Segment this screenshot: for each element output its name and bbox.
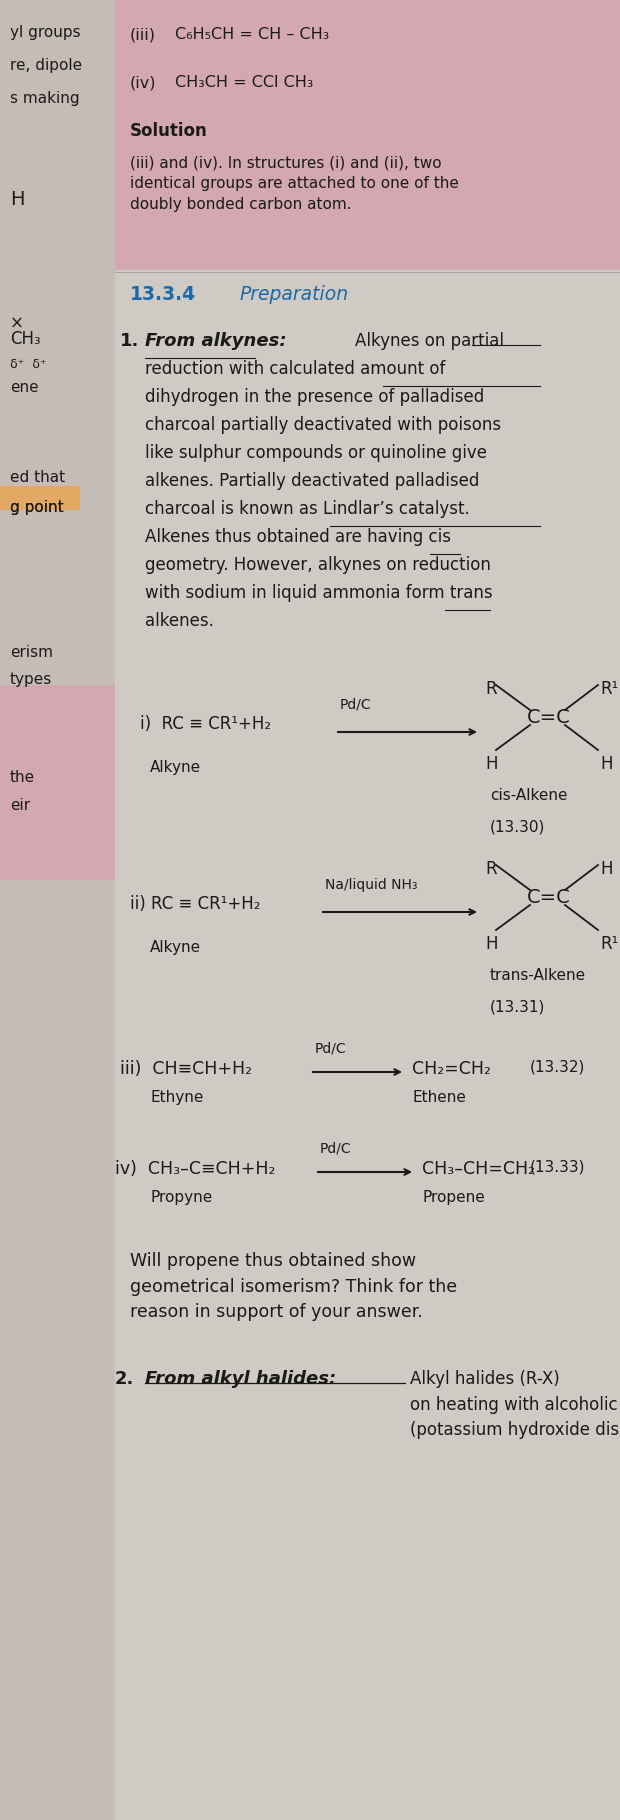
Text: (13.30): (13.30) [490,821,546,835]
Text: alkenes.: alkenes. [145,612,214,630]
Text: ×: × [10,315,24,333]
Text: (13.33): (13.33) [530,1159,585,1176]
Bar [115,0,620,1820]
Bar [0,0,115,1820]
Text: ii) RC ≡ CR¹+H₂: ii) RC ≡ CR¹+H₂ [130,895,260,914]
Text: H: H [600,861,613,877]
Text: C=C: C=C [527,708,571,726]
Text: g point: g point [10,501,64,515]
Text: R¹: R¹ [600,681,618,699]
Text: R¹: R¹ [600,935,618,954]
Text: (13.32): (13.32) [530,1059,585,1076]
Text: CH₂=CH₂: CH₂=CH₂ [412,1059,491,1077]
Bar [115,0,620,269]
Text: geometry. However, alkynes on reduction: geometry. However, alkynes on reduction [145,555,491,573]
Text: Pd/C: Pd/C [320,1141,352,1156]
Text: From alkynes:: From alkynes: [145,331,286,349]
Text: ed that: ed that [10,470,65,484]
Text: i)  RC ≡ CR¹+H₂: i) RC ≡ CR¹+H₂ [140,715,271,733]
Text: Will propene thus obtained show
geometrical isomerism? Think for the
reason in s: Will propene thus obtained show geometri… [130,1252,457,1321]
Text: Pd/C: Pd/C [340,699,371,712]
Text: H: H [485,935,497,954]
Text: Alkyne: Alkyne [150,939,201,956]
Text: Alkenes thus obtained are having cis: Alkenes thus obtained are having cis [145,528,451,546]
Text: H: H [600,755,613,774]
Text: Ethene: Ethene [412,1090,466,1105]
Text: Ethyne: Ethyne [150,1090,203,1105]
Text: iv)  CH₃–C≡CH+H₂: iv) CH₃–C≡CH+H₂ [115,1159,275,1178]
Text: 1.: 1. [120,331,140,349]
Text: erism: erism [10,644,53,661]
Text: Alkyl halides (R-X)
on heating with alcoholic potash
(potassium hydroxide dissol: Alkyl halides (R-X) on heating with alco… [410,1370,620,1440]
Text: C=C: C=C [527,888,571,906]
Text: charcoal is known as Lindlar’s catalyst.: charcoal is known as Lindlar’s catalyst. [145,501,470,519]
Text: like sulphur compounds or quinoline give: like sulphur compounds or quinoline give [145,444,487,462]
Text: (iii): (iii) [130,27,156,42]
Text: g point: g point [10,501,64,515]
Text: From alkyl halides:: From alkyl halides: [145,1370,336,1389]
Text: (iv): (iv) [130,75,156,89]
Text: (13.31): (13.31) [490,999,546,1016]
Text: iii)  CH≡CH+H₂: iii) CH≡CH+H₂ [120,1059,252,1077]
Text: eir: eir [10,797,30,814]
Text: R: R [485,861,497,877]
Text: C₆H₅CH = CH – CH₃: C₆H₅CH = CH – CH₃ [175,27,329,42]
Bar [0,684,115,881]
Text: Na/liquid NH₃: Na/liquid NH₃ [325,877,417,892]
Text: 13.3.4: 13.3.4 [130,286,196,304]
Text: Propene: Propene [422,1190,485,1205]
Bar [0,486,80,510]
Text: yl groups: yl groups [10,25,81,40]
Text: Preparation: Preparation [240,286,349,304]
Text: R: R [485,681,497,699]
Text: reduction with calculated amount of: reduction with calculated amount of [145,360,445,379]
Text: Alkynes on partial: Alkynes on partial [355,331,504,349]
Text: CH₃: CH₃ [10,329,41,348]
Text: the: the [10,770,35,784]
Text: H: H [485,755,497,774]
Text: (iii) and (iv). In structures (i) and (ii), two
identical groups are attached to: (iii) and (iv). In structures (i) and (i… [130,155,459,211]
Text: s making: s making [10,91,79,106]
Text: charcoal partially deactivated with poisons: charcoal partially deactivated with pois… [145,417,501,433]
Text: Alkyne: Alkyne [150,761,201,775]
Text: types: types [10,672,52,686]
Text: alkenes. Partially deactivated palladised: alkenes. Partially deactivated palladise… [145,471,479,490]
Text: δ⁺  δ⁺: δ⁺ δ⁺ [10,359,46,371]
Text: CH₃CH = CCl CH₃: CH₃CH = CCl CH₃ [175,75,313,89]
Text: CH₃–CH=CH₂: CH₃–CH=CH₂ [422,1159,535,1178]
Text: cis-Alkene: cis-Alkene [490,788,567,803]
Text: 2.: 2. [115,1370,135,1389]
Text: Solution: Solution [130,122,208,140]
Text: trans-Alkene: trans-Alkene [490,968,586,983]
Text: ene: ene [10,380,38,395]
Text: Pd/C: Pd/C [315,1041,347,1056]
Text: H: H [10,189,25,209]
Text: re, dipole: re, dipole [10,58,82,73]
Text: with sodium in liquid ammonia form trans: with sodium in liquid ammonia form trans [145,584,493,602]
Text: Propyne: Propyne [150,1190,212,1205]
Text: dihydrogen in the presence of palladised: dihydrogen in the presence of palladised [145,388,484,406]
